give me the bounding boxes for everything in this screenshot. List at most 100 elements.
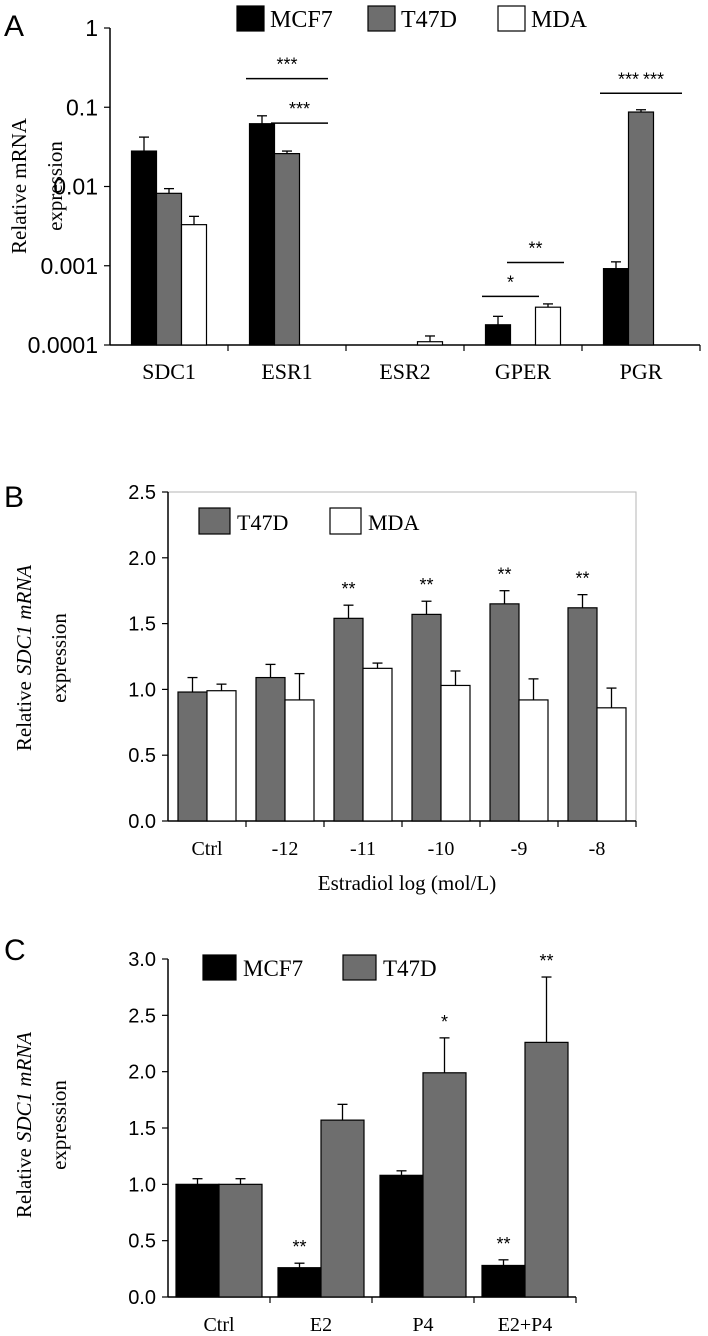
legend-swatch-t47d [367, 5, 396, 32]
legend-label-mcf7: MCF7 [270, 7, 333, 33]
legend-swatch-mda [497, 5, 526, 32]
bar-mcf7-esr1 [248, 123, 276, 346]
plot-frame [167, 491, 637, 822]
bar-mcf7-e2+p4 [481, 1264, 526, 1298]
legend-swatch-t47d [198, 507, 231, 535]
y-tick-label: 0.001 [40, 253, 98, 279]
y-tick-label: 2.0 [128, 1062, 156, 1084]
legend-swatch-mda [329, 507, 362, 535]
y-tick-label: 0.0001 [28, 332, 98, 358]
x-tick-label: ESR1 [261, 359, 312, 384]
significance-label: ** [341, 579, 355, 599]
bar-mda--10 [440, 684, 471, 822]
x-tick-label: E2+P4 [498, 1314, 553, 1336]
y-axis-title-line1: Relative SDC1 mRNA [12, 565, 36, 751]
bar-mcf7-gper [484, 324, 512, 346]
x-axis-title: Estradiol log (mol/L) [318, 871, 496, 895]
legend-label-t47d: T47D [401, 7, 457, 33]
x-tick-label: -10 [428, 838, 455, 860]
legend-swatch-mcf7 [202, 954, 237, 981]
y-axis-title-italic: SDC1 mRNA [12, 1032, 36, 1142]
significance-label: ** [528, 238, 542, 258]
y-tick-label: 0.1 [66, 94, 98, 120]
y-axis-title-line1: Relative mRNA [7, 117, 31, 254]
y-tick-label: 1.5 [128, 614, 156, 636]
bar-mcf7-e2 [277, 1267, 322, 1298]
y-tick-label: 0.01 [53, 174, 98, 200]
bar-mda--12 [284, 699, 315, 822]
significance-label: * [507, 272, 514, 292]
x-tick-label: Ctrl [191, 838, 223, 860]
y-axis-title-italic: SDC1 mRNA [12, 565, 36, 675]
y-axis-title-line1: Relative SDC1 mRNA [12, 1032, 36, 1218]
bar-t47d-p4 [422, 1072, 467, 1298]
legend-swatch-mcf7 [236, 5, 265, 32]
y-tick-label: 0.0 [128, 1287, 156, 1309]
x-tick-label: -12 [272, 838, 299, 860]
bar-t47d-pgr [627, 111, 655, 346]
legend-label-t47d: T47D [383, 956, 437, 981]
bar-mcf7-ctrl [175, 1183, 220, 1298]
significance-label: *** [618, 69, 639, 89]
y-axis-title-text: Relative mRNA [7, 117, 31, 254]
y-tick-label: 1.0 [128, 679, 156, 701]
bar-mda--9 [518, 699, 549, 822]
y-axis-title-line2: expression [43, 141, 67, 231]
bar-mda-sdc1 [180, 224, 208, 346]
significance-label: * [441, 1012, 448, 1032]
bar-mda--8 [596, 707, 627, 822]
legend-swatch-t47d [342, 954, 377, 981]
bar-t47d--8 [567, 607, 598, 822]
y-tick-label: 0.0 [128, 811, 156, 833]
y-tick-label: 1.0 [128, 1174, 156, 1196]
x-tick-label: Ctrl [203, 1314, 235, 1336]
bar-mcf7-sdc1 [130, 150, 158, 346]
significance-label: *** [289, 99, 310, 119]
bar-mda-ctrl [206, 690, 237, 822]
significance-label: ** [575, 569, 589, 589]
legend-label-mda: MDA [531, 7, 588, 33]
panel-c-letter: C [4, 934, 26, 967]
x-tick-label: PGR [620, 359, 663, 384]
bar-mcf7-p4 [379, 1174, 424, 1298]
legend-label-mcf7: MCF7 [243, 956, 303, 981]
y-tick-label: 2.0 [128, 548, 156, 570]
bar-mda--11 [362, 667, 393, 822]
significance-label: ** [419, 575, 433, 595]
bar-t47d--10 [411, 613, 442, 822]
legend-label-t47d: T47D [237, 510, 288, 535]
y-tick-label: 2.5 [128, 482, 156, 504]
y-tick-label: 3.0 [128, 949, 156, 971]
y-axis-title-text: Relative [12, 1148, 36, 1218]
bar-mcf7-pgr [602, 268, 630, 346]
bar-t47d--12 [255, 676, 286, 822]
significance-label: ** [496, 1234, 510, 1254]
y-axis-title-text: Relative [12, 681, 36, 751]
y-tick-label: 1.5 [128, 1118, 156, 1140]
x-tick-label: ESR2 [379, 359, 430, 384]
bar-t47d-ctrl [177, 691, 208, 822]
bar-mda-esr2 [416, 341, 444, 346]
y-tick-label: 1 [85, 15, 98, 41]
legend-label-mda: MDA [368, 510, 419, 535]
bar-t47d-esr1 [273, 153, 301, 346]
bar-mda-gper [534, 306, 562, 346]
x-tick-label: SDC1 [142, 359, 196, 384]
bar-t47d--11 [333, 617, 364, 822]
panel-b-letter: B [4, 481, 24, 514]
bar-t47d-e2 [320, 1119, 365, 1298]
x-tick-label: -11 [350, 838, 376, 860]
bar-t47d--9 [489, 603, 520, 822]
y-tick-label: 0.5 [128, 745, 156, 767]
bar-t47d-ctrl [218, 1183, 263, 1298]
chart-b: 0.0 0.5 1.0 1.5 2.0 2.5 Ctrl -12 -11 -10 -9 -8 ** ** *… [12, 482, 637, 895]
significance-label: ** [497, 565, 511, 585]
significance-label: ** [292, 1237, 306, 1257]
y-tick-label: 0.5 [128, 1231, 156, 1253]
significance-label: *** [276, 55, 297, 75]
significance-label: ** [539, 951, 553, 971]
bar-t47d-sdc1 [155, 192, 183, 346]
